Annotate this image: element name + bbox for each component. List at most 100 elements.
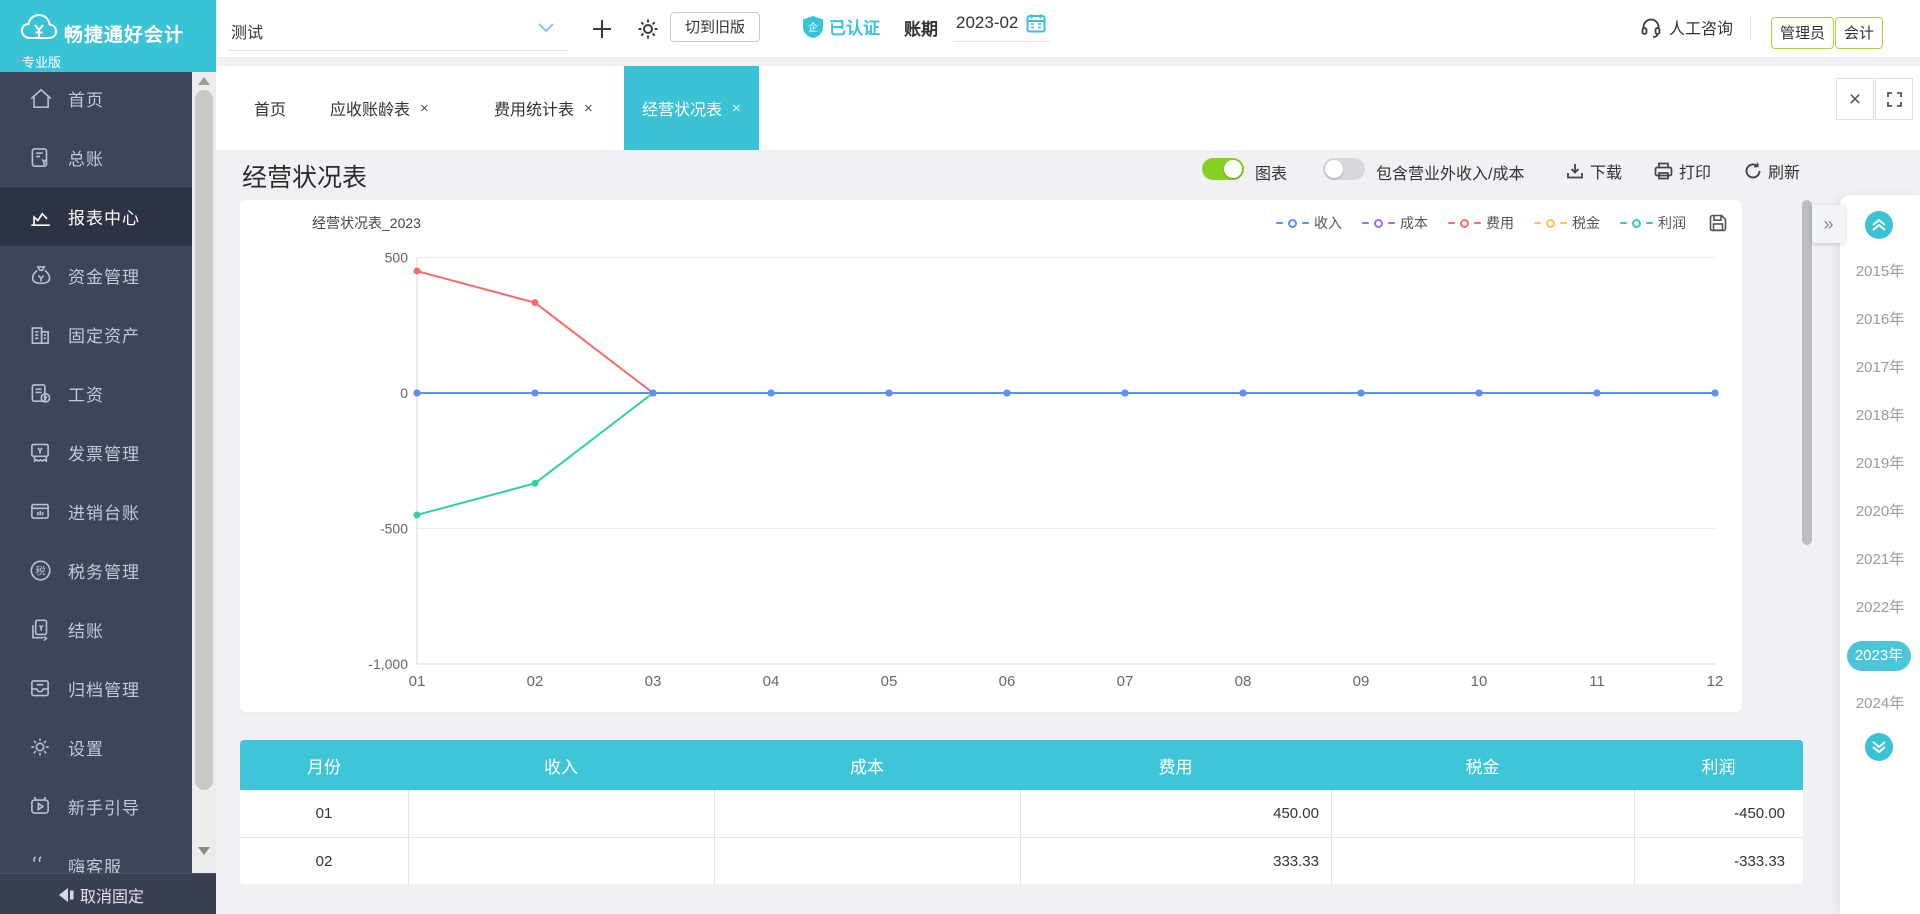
year-item-2019[interactable]: 2019年: [1855, 455, 1905, 472]
collapse-panel-button[interactable]: »: [1812, 205, 1845, 243]
tab-report-2[interactable]: 费用统计表 ×: [476, 66, 611, 150]
table-cell: 450.00: [1020, 790, 1331, 837]
sidebar-item-tax[interactable]: 税 税务管理: [0, 541, 192, 600]
table-header-row: 月份 收入 成本 费用 税金 利润: [240, 740, 1803, 790]
role-admin-chip[interactable]: 管理员: [1771, 17, 1835, 49]
data-point[interactable]: [767, 389, 775, 397]
sidebar-item-inventory[interactable]: 进销台账: [0, 482, 192, 541]
archive-icon: [27, 675, 53, 701]
table-cell: 02: [315, 853, 333, 870]
gear-icon[interactable]: [634, 15, 662, 43]
period-picker[interactable]: 2023-02: [954, 13, 1051, 42]
tab-report-1[interactable]: 应收账龄表 ×: [312, 66, 447, 150]
save-chart-button[interactable]: [1708, 213, 1728, 233]
data-point[interactable]: [413, 267, 421, 275]
data-point[interactable]: [1593, 389, 1601, 397]
content-scrollbar-thumb[interactable]: [1802, 200, 1812, 545]
unpin-sidebar-button[interactable]: 取消固定: [0, 873, 216, 914]
table-row[interactable]: 02 333.33 -333.33: [240, 838, 1803, 884]
company-name: 测试: [231, 25, 264, 42]
data-point[interactable]: [649, 389, 657, 397]
print-button[interactable]: 打印: [1654, 159, 1711, 183]
year-item-2023[interactable]: 2023年: [1847, 641, 1911, 671]
table-cell: 01: [315, 805, 333, 822]
tab-close-icon[interactable]: ×: [584, 99, 593, 117]
data-point[interactable]: [1475, 389, 1483, 397]
closing-icon: [27, 616, 53, 642]
sidebar-item-closing[interactable]: 结账: [0, 600, 192, 659]
fullscreen-button[interactable]: [1875, 78, 1913, 120]
data-point[interactable]: [413, 511, 421, 519]
data-point[interactable]: [413, 389, 421, 397]
data-point[interactable]: [1239, 389, 1247, 397]
role-accountant-chip[interactable]: 会计: [1835, 17, 1884, 49]
sidebar-item-report[interactable]: 报表中心: [0, 186, 192, 246]
data-point[interactable]: [1711, 389, 1719, 397]
x-tick-label: 03: [645, 673, 662, 690]
sidebar-item-settings[interactable]: 设置: [0, 718, 192, 777]
scroll-up-icon[interactable]: [198, 77, 210, 85]
data-point[interactable]: [531, 389, 539, 397]
nonoperating-toggle[interactable]: [1323, 158, 1365, 180]
data-point[interactable]: [531, 479, 539, 487]
certified-glyph: 企: [808, 22, 818, 34]
year-item-2016[interactable]: 2016年: [1855, 311, 1905, 328]
legend-item-5[interactable]: 利润: [1620, 213, 1686, 233]
chart-toggle[interactable]: [1202, 158, 1244, 180]
support-button[interactable]: 人工咨询: [1640, 15, 1733, 39]
sidebar-item-archive[interactable]: 归档管理: [0, 659, 192, 718]
tab-close-icon[interactable]: ×: [732, 99, 741, 117]
download-button[interactable]: 下载: [1566, 159, 1622, 183]
year-item-2018[interactable]: 2018年: [1855, 407, 1905, 424]
sidebar-item-assets[interactable]: 固定资产: [0, 305, 192, 364]
data-point[interactable]: [1003, 389, 1011, 397]
tab-home[interactable]: 首页: [236, 66, 304, 150]
scroll-down-icon[interactable]: [198, 847, 210, 855]
tab-report-3[interactable]: 经营状况表 ×: [624, 66, 759, 150]
legend-item-3[interactable]: 费用: [1448, 213, 1514, 233]
legend-marker-ring: [1288, 218, 1297, 228]
refresh-button[interactable]: 刷新: [1744, 159, 1800, 183]
table-header-cell: 收入: [544, 757, 578, 777]
table-cell: [1331, 838, 1634, 884]
data-point[interactable]: [1357, 389, 1365, 397]
table-cell: [1331, 790, 1634, 837]
data-point[interactable]: [531, 299, 539, 307]
sidebar-scrollbar[interactable]: [192, 72, 216, 873]
year-item-2020[interactable]: 2020年: [1855, 503, 1905, 520]
tab-close-icon[interactable]: ×: [420, 99, 429, 117]
year-item-2022[interactable]: 2022年: [1855, 599, 1905, 616]
add-account-button[interactable]: [588, 15, 616, 43]
legend-marker: [1276, 221, 1283, 225]
page-title: 经营状况表: [242, 164, 368, 192]
sidebar-item-salary[interactable]: 工资: [0, 364, 192, 423]
data-point[interactable]: [1121, 389, 1129, 397]
year-scroll-up-button[interactable]: [1865, 211, 1893, 239]
sidebar-item-service[interactable]: 嗨客服: [0, 836, 192, 873]
chart-toggle-label: 图表: [1255, 166, 1288, 183]
year-item-2017[interactable]: 2017年: [1855, 359, 1905, 376]
legend-label: 费用: [1486, 215, 1514, 231]
close-all-tabs-button[interactable]: ×: [1836, 78, 1874, 120]
company-select[interactable]: 测试: [228, 10, 568, 51]
year-item-2024[interactable]: 2024年: [1855, 695, 1905, 712]
table-row[interactable]: 01 450.00 -450.00: [240, 790, 1803, 838]
certified-badge[interactable]: 企 已认证: [802, 14, 880, 39]
table-cell: [714, 790, 1020, 837]
legend-item-2[interactable]: 成本: [1362, 213, 1428, 233]
sidebar-item-funds[interactable]: 资金管理: [0, 246, 192, 305]
sidebar-item-invoice[interactable]: 发票管理: [0, 423, 192, 482]
sidebar-item-guide[interactable]: 新手引导: [0, 777, 192, 836]
year-item-2021[interactable]: 2021年: [1855, 551, 1905, 568]
year-scroll-down-button[interactable]: [1865, 733, 1893, 761]
sidebar-item-ledger[interactable]: 总账: [0, 128, 192, 187]
legend-item-1[interactable]: 收入: [1276, 213, 1342, 233]
year-item-2015[interactable]: 2015年: [1855, 263, 1905, 280]
switch-old-version-button[interactable]: 切到旧版: [670, 12, 761, 42]
sidebar-scrollbar-thumb[interactable]: [195, 90, 213, 790]
legend-item-4[interactable]: 税金: [1534, 213, 1600, 233]
sidebar-item-label: 总账: [68, 149, 104, 169]
data-point[interactable]: [885, 389, 893, 397]
sidebar-item-home[interactable]: 首页: [0, 72, 192, 128]
